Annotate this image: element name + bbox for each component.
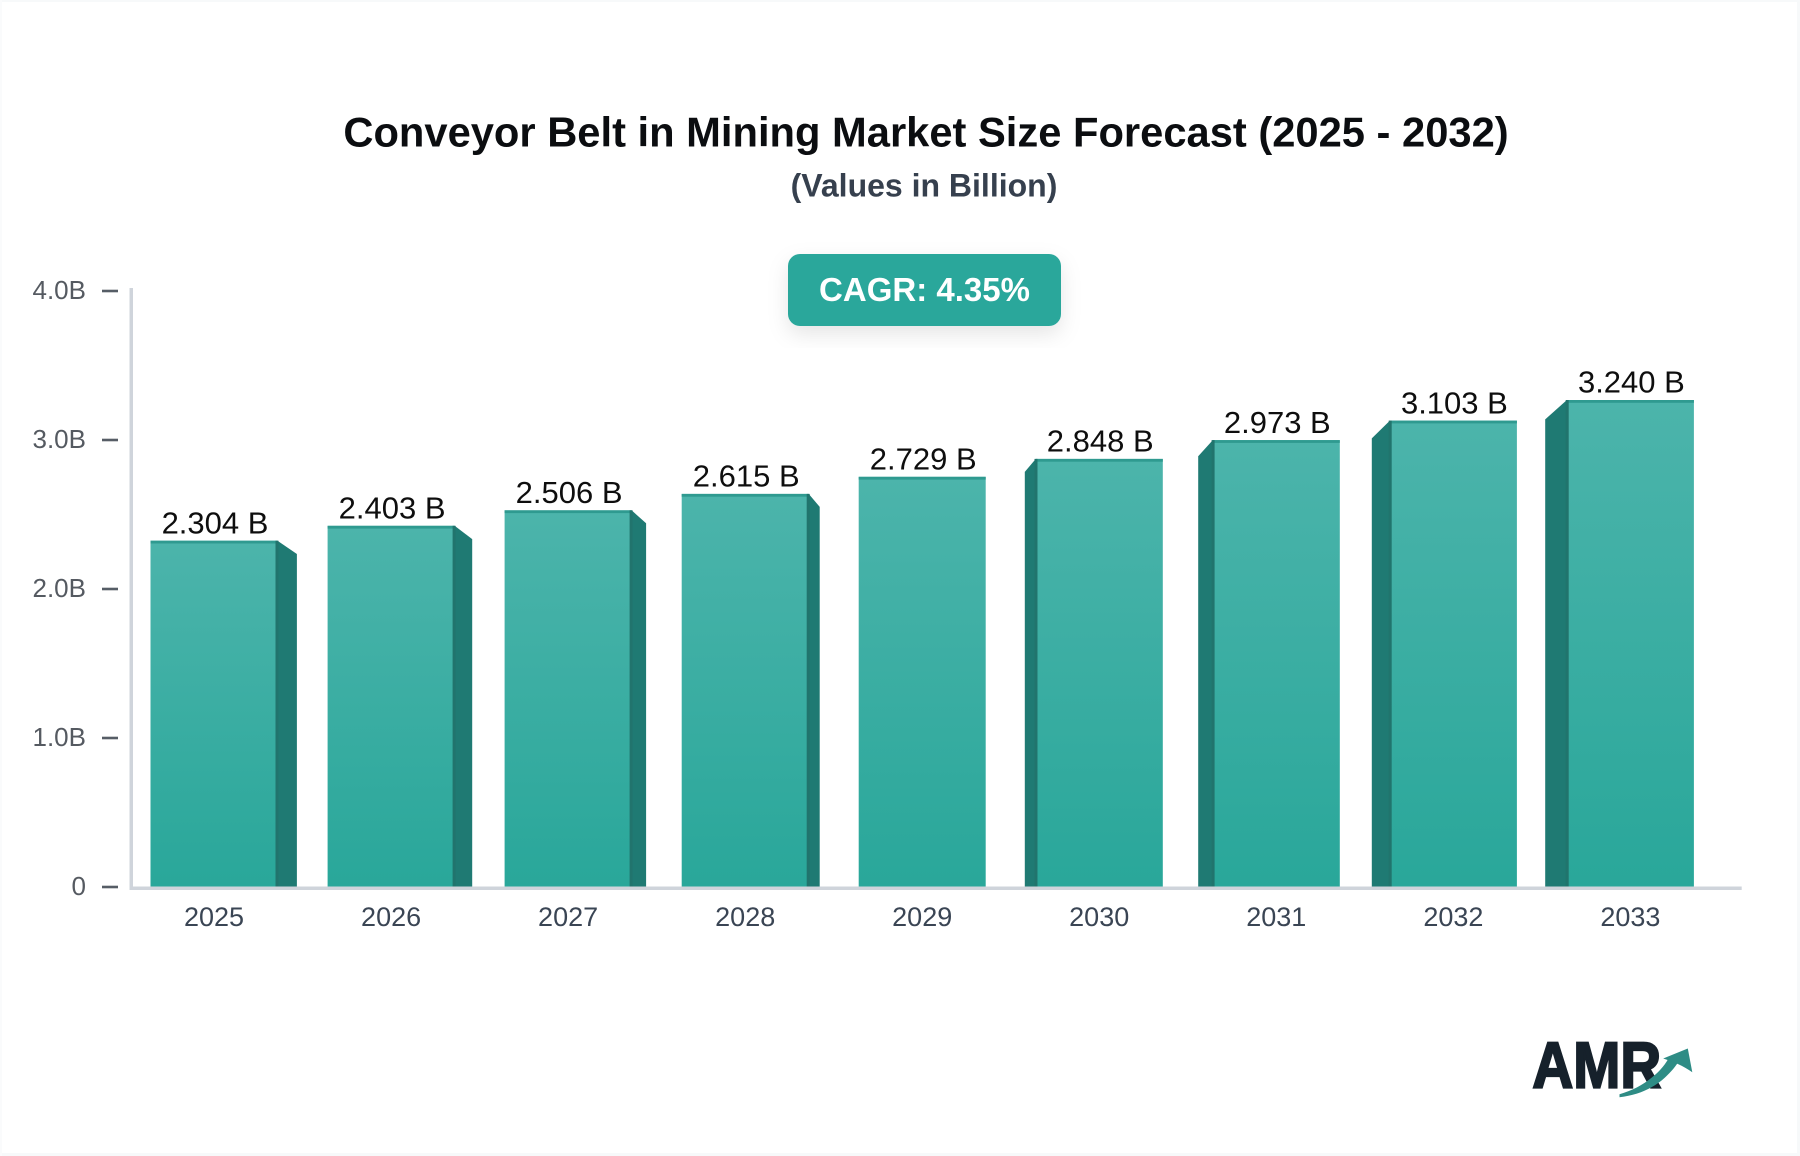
svg-text:2.304 B: 2.304 B — [162, 505, 269, 540]
svg-text:4.0B: 4.0B — [33, 275, 87, 305]
svg-text:2.403 B: 2.403 B — [339, 491, 446, 526]
svg-text:Conveyor Belt in Mining Market: Conveyor Belt in Mining Market Size Fore… — [343, 108, 1508, 155]
svg-text:2031: 2031 — [1246, 902, 1306, 932]
svg-text:2.729 B: 2.729 B — [870, 442, 977, 477]
svg-text:2030: 2030 — [1069, 902, 1129, 932]
svg-text:2027: 2027 — [538, 902, 598, 932]
svg-text:2.615 B: 2.615 B — [693, 459, 800, 494]
svg-text:2028: 2028 — [715, 902, 775, 932]
svg-text:2033: 2033 — [1600, 902, 1660, 932]
svg-text:3.103 B: 3.103 B — [1401, 385, 1508, 420]
svg-text:CAGR: 4.35%: CAGR: 4.35% — [819, 271, 1030, 308]
svg-text:3.240 B: 3.240 B — [1578, 365, 1685, 400]
svg-text:3.0B: 3.0B — [33, 424, 87, 454]
svg-text:2.506 B: 2.506 B — [516, 475, 623, 510]
svg-text:2.973 B: 2.973 B — [1224, 405, 1331, 440]
svg-text:2026: 2026 — [361, 902, 421, 932]
svg-text:2.848 B: 2.848 B — [1047, 424, 1154, 459]
svg-text:0: 0 — [72, 871, 86, 901]
svg-text:1.0B: 1.0B — [33, 722, 87, 752]
svg-text:(Values in Billion): (Values in Billion) — [791, 167, 1058, 203]
svg-text:2.0B: 2.0B — [33, 573, 87, 603]
svg-text:2029: 2029 — [892, 902, 952, 932]
svg-text:2032: 2032 — [1423, 902, 1483, 932]
svg-text:2025: 2025 — [184, 902, 244, 932]
